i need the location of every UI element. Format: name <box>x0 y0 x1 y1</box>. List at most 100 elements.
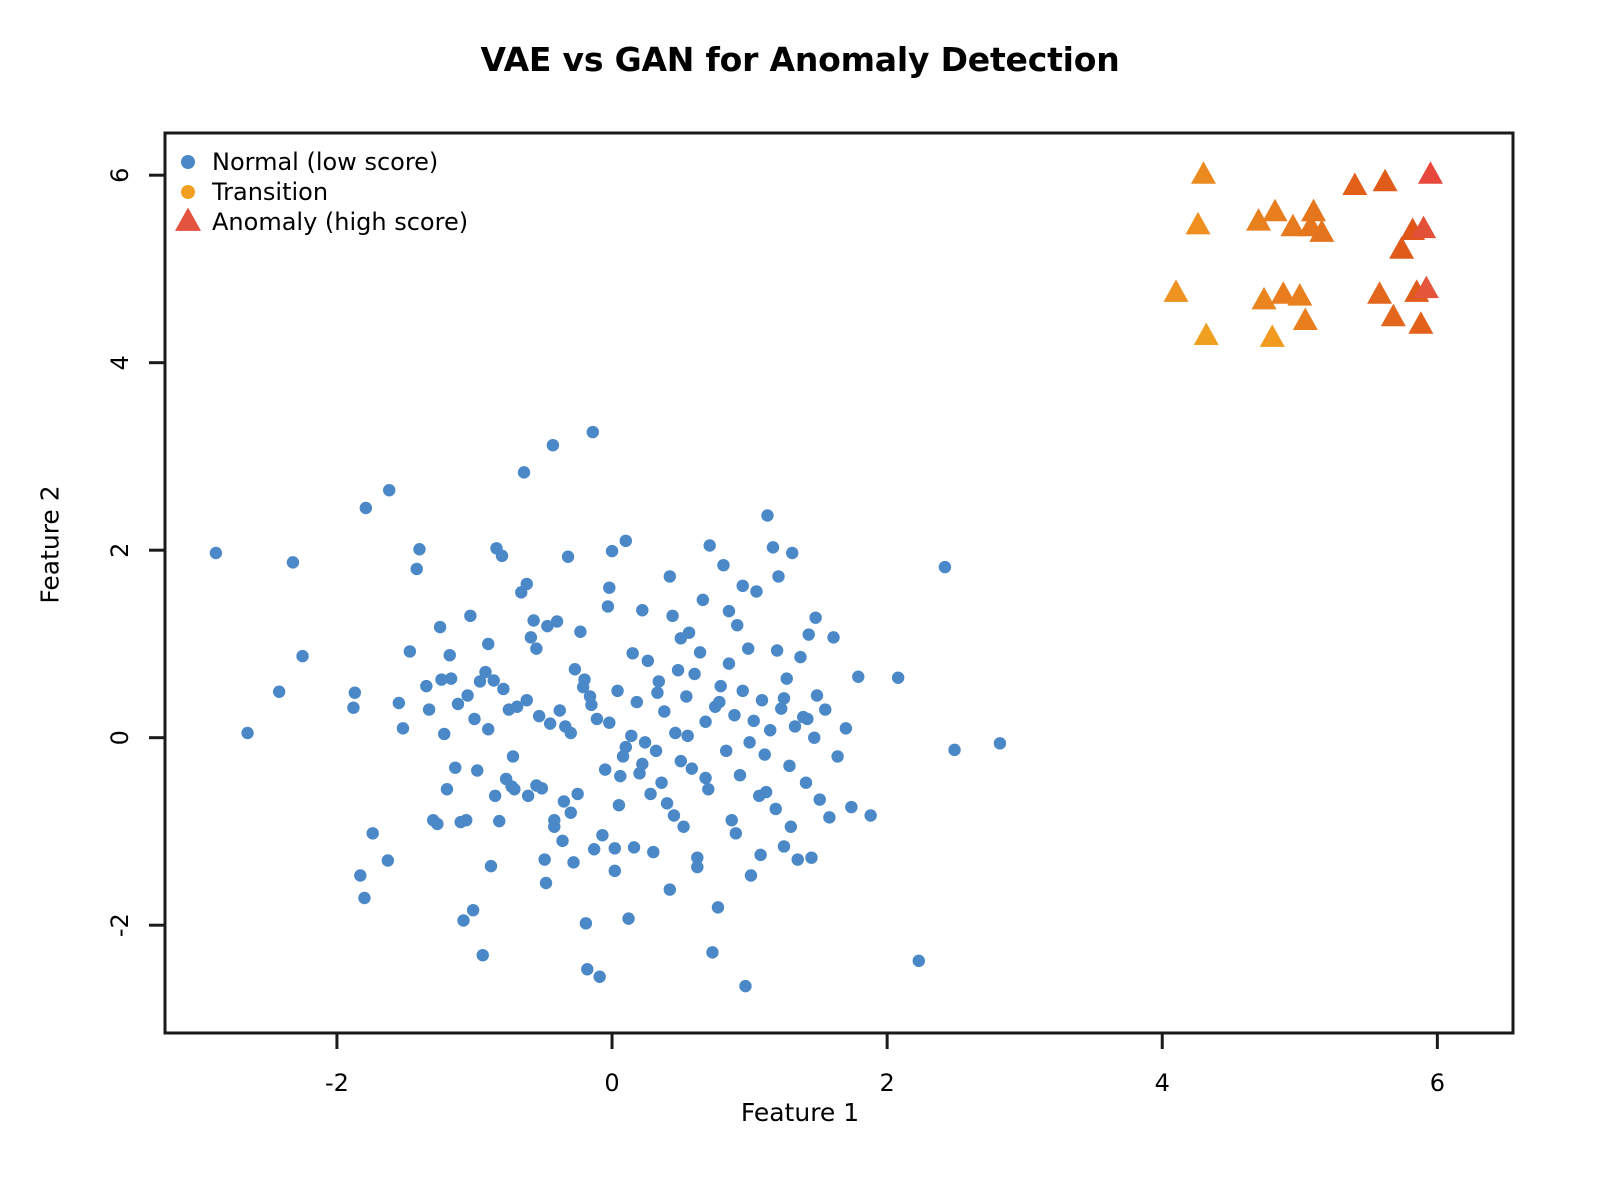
data-point-circle <box>464 609 477 623</box>
data-point-circle <box>786 546 799 560</box>
data-point-circle <box>586 425 599 439</box>
data-point-circle <box>770 644 784 657</box>
data-point-circle <box>808 731 821 744</box>
y-tick-label: 2 <box>106 543 134 558</box>
axis-tick-labels: -2 0 2 4 6 -2 0 2 4 6 <box>106 168 1445 1097</box>
data-point-circle <box>801 712 814 726</box>
data-point-circle <box>728 708 741 722</box>
data-point-circle <box>603 581 616 594</box>
data-point-circle <box>532 709 546 723</box>
data-point-circle <box>769 802 782 816</box>
data-point-circle <box>476 948 489 962</box>
data-point-circle <box>736 684 749 698</box>
data-point-circle <box>466 903 480 917</box>
data-point-circle <box>619 740 632 754</box>
series-triangle <box>1342 161 1443 334</box>
data-point-circle <box>891 671 905 684</box>
data-point-triangle <box>1408 311 1434 334</box>
data-point-circle <box>743 736 756 749</box>
data-point-circle <box>651 686 664 699</box>
data-point-triangle <box>1342 172 1368 195</box>
data-point-circle <box>383 483 396 497</box>
data-point-circle <box>535 782 549 795</box>
data-point-circle <box>564 806 577 819</box>
data-point-circle <box>420 679 433 693</box>
data-point-circle <box>703 539 716 552</box>
data-point-circle <box>431 817 444 831</box>
data-point-circle <box>733 768 747 782</box>
y-tick-label: 0 <box>106 730 134 745</box>
data-point-circle <box>691 860 704 874</box>
data-point-circle <box>506 750 520 763</box>
data-point-circle <box>625 729 638 743</box>
data-point-circle <box>764 723 777 737</box>
data-point-circle <box>449 761 462 774</box>
data-point-circle <box>568 663 582 676</box>
data-point-circle <box>495 549 509 563</box>
x-tick-label: 6 <box>1430 1069 1445 1097</box>
data-point-circle <box>638 736 652 749</box>
data-point-circle <box>574 625 587 638</box>
data-point-circle <box>948 743 961 757</box>
data-point-circle <box>622 912 635 925</box>
data-point-circle <box>296 649 309 663</box>
data-point-triangle <box>1163 279 1189 302</box>
series-circle <box>209 425 1007 993</box>
data-point-circle <box>473 675 487 688</box>
legend-label: Anomaly (high score) <box>212 208 468 236</box>
data-point-circle <box>720 744 733 758</box>
data-point-circle <box>444 672 458 685</box>
data-point-circle <box>571 787 584 801</box>
data-point-circle <box>619 534 632 548</box>
data-point-triangle <box>1251 286 1277 310</box>
data-point-circle <box>396 722 410 735</box>
data-point-circle <box>813 793 826 806</box>
data-point-circle <box>433 620 447 634</box>
data-point-circle <box>674 632 688 645</box>
data-point-circle <box>714 679 727 693</box>
data-point-circle <box>590 712 604 726</box>
data-point-circle <box>669 726 682 740</box>
data-point-circle <box>912 954 925 968</box>
data-point-circle <box>630 695 643 709</box>
data-point-circle <box>460 813 473 827</box>
data-point-triangle <box>1417 161 1443 184</box>
legend-marker-circle <box>181 155 195 169</box>
data-point-triangle <box>1372 168 1398 192</box>
data-point-circle <box>482 723 495 736</box>
data-point-circle <box>520 577 533 591</box>
data-point-circle <box>758 748 771 761</box>
data-point-triangle <box>1280 213 1306 237</box>
data-point-triangle <box>1292 307 1318 330</box>
data-point-triangle <box>1411 215 1437 239</box>
data-point-circle <box>775 702 788 715</box>
data-point-circle <box>538 853 551 866</box>
data-point-circle <box>209 546 223 560</box>
data-point-circle <box>777 692 791 705</box>
data-point-circle <box>539 876 553 890</box>
data-point-circle <box>713 695 726 709</box>
axis-tick-marks <box>149 173 1439 1049</box>
legend-marker-triangle <box>175 207 201 231</box>
data-point-circle <box>823 811 836 824</box>
data-point-circle <box>794 650 807 664</box>
data-point-circle <box>524 631 538 644</box>
data-point-circle <box>543 717 557 730</box>
data-point-circle <box>488 789 502 803</box>
data-point-triangle <box>1389 236 1415 259</box>
data-point-circle <box>381 854 395 867</box>
y-tick-label: -2 <box>106 913 134 937</box>
data-point-circle <box>510 700 524 713</box>
data-point-circle <box>541 619 554 633</box>
data-point-circle <box>717 558 730 572</box>
x-tick-label: 0 <box>604 1069 619 1097</box>
data-point-circle <box>680 690 693 703</box>
data-point-circle <box>831 750 844 763</box>
data-point-triangle <box>1413 275 1439 299</box>
data-point-circle <box>561 550 575 563</box>
data-point-circle <box>839 722 853 735</box>
data-point-circle <box>805 851 818 864</box>
data-point-circle <box>761 509 774 522</box>
data-point-circle <box>739 979 752 993</box>
